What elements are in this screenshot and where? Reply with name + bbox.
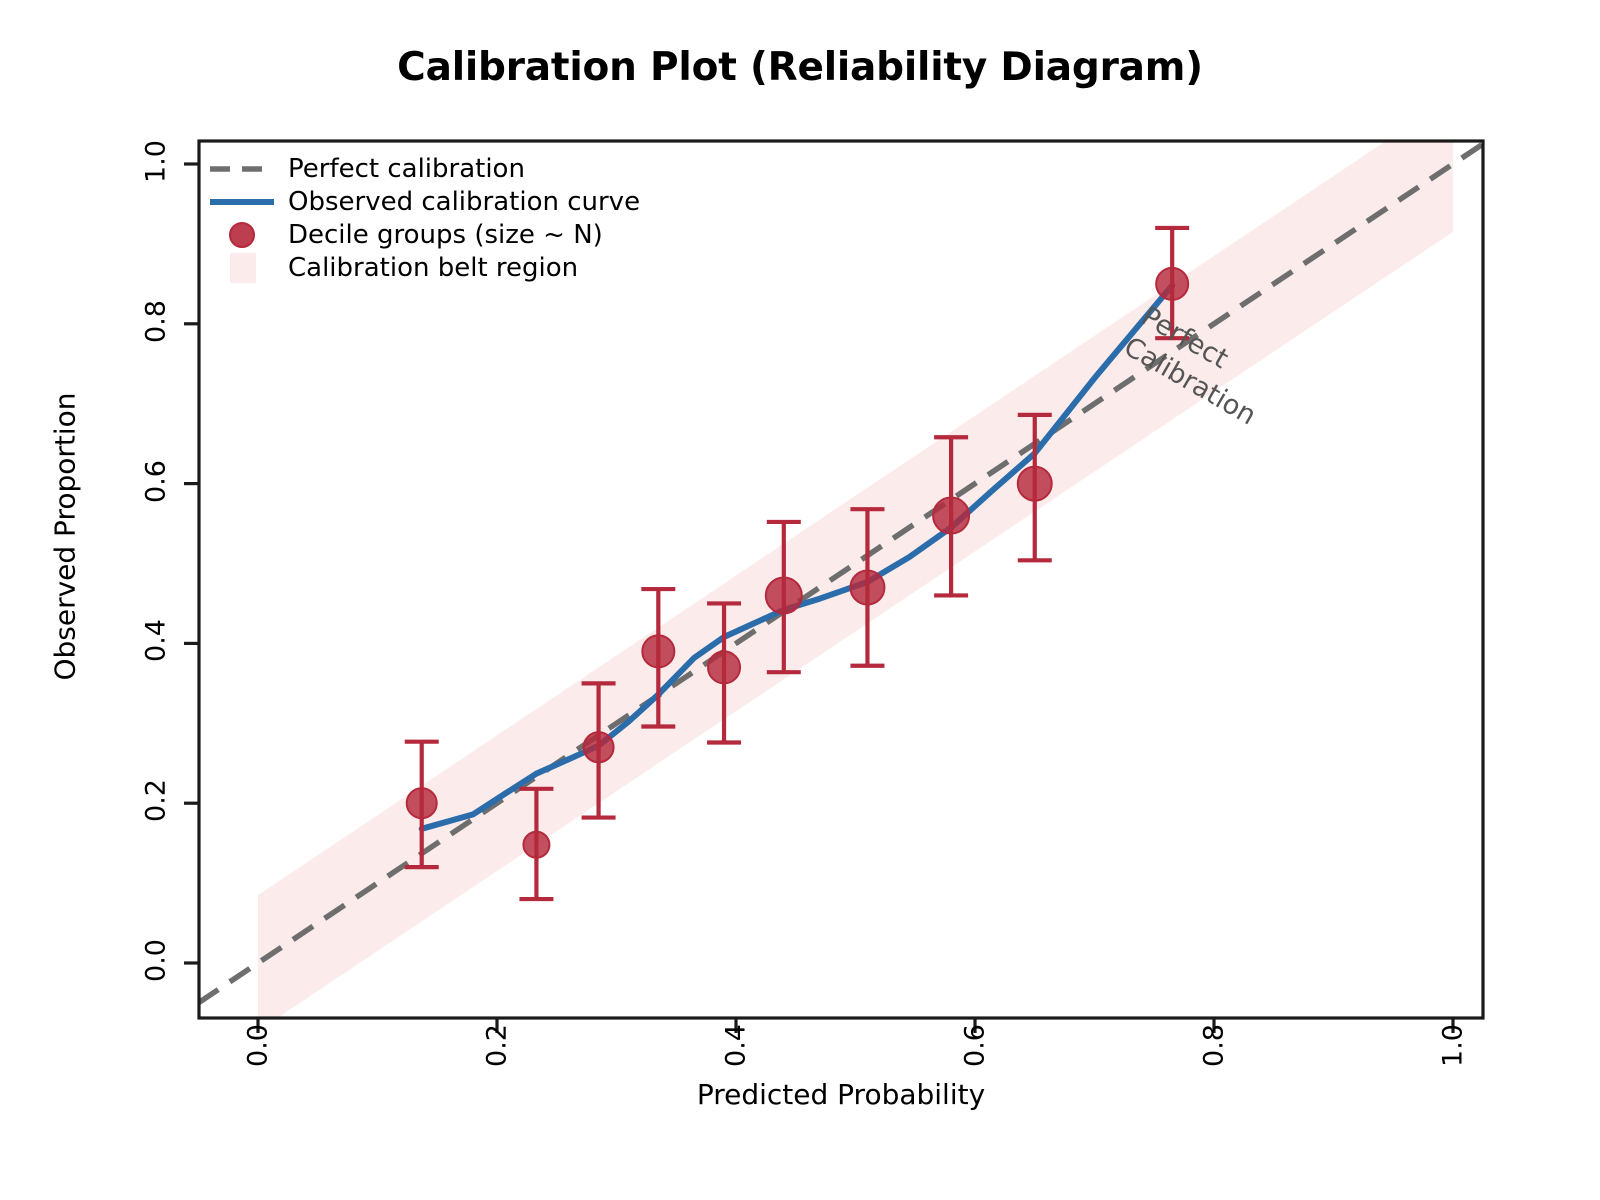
decile-markers <box>405 266 1190 859</box>
x-tick-label: 0.8 <box>1198 1024 1230 1067</box>
legend-item-label: Calibration belt region <box>288 252 579 283</box>
legend-item-label: Perfect calibration <box>288 153 525 184</box>
legend-item[interactable]: Perfect calibration <box>208 152 678 185</box>
legend-item-label: Decile groups (size ~ N) <box>288 219 603 250</box>
x-axis-label: Predicted Probability <box>696 1078 986 1111</box>
solid-line-icon <box>208 187 276 217</box>
dashed-line-icon <box>208 154 276 184</box>
x-tick-label: 0.4 <box>720 1024 752 1067</box>
filled-patch-icon <box>208 252 276 283</box>
y-tick-label: 0.0 <box>140 939 172 982</box>
legend-item-label: Observed calibration curve <box>288 186 641 217</box>
axes-frame <box>197 139 1485 1020</box>
y-tick-label: 0.4 <box>140 619 172 663</box>
y-tick-label: 0.6 <box>140 459 172 503</box>
circle-marker-icon <box>208 220 276 250</box>
observed-calibration-curve <box>418 282 1176 832</box>
legend-item[interactable]: Decile groups (size ~ N) <box>208 218 678 251</box>
legend-item[interactable]: Observed calibration curve <box>208 185 678 218</box>
page-title: Calibration Plot (Reliability Diagram) <box>397 45 1203 90</box>
y-tick-label: 0.8 <box>140 299 172 343</box>
y-tick-label: 0.2 <box>140 779 172 823</box>
x-tick-label: 0.0 <box>242 1024 274 1067</box>
x-tick-label: 0.2 <box>481 1024 513 1067</box>
x-tick-label: 1.0 <box>1437 1024 1469 1067</box>
y-tick-label: 1.0 <box>140 140 172 183</box>
axis-ticks <box>184 162 1455 1033</box>
legend: Perfect calibration Observed calibration … <box>208 152 678 297</box>
legend-item[interactable]: Calibration belt region <box>208 251 678 284</box>
x-tick-label: 0.6 <box>959 1024 991 1067</box>
